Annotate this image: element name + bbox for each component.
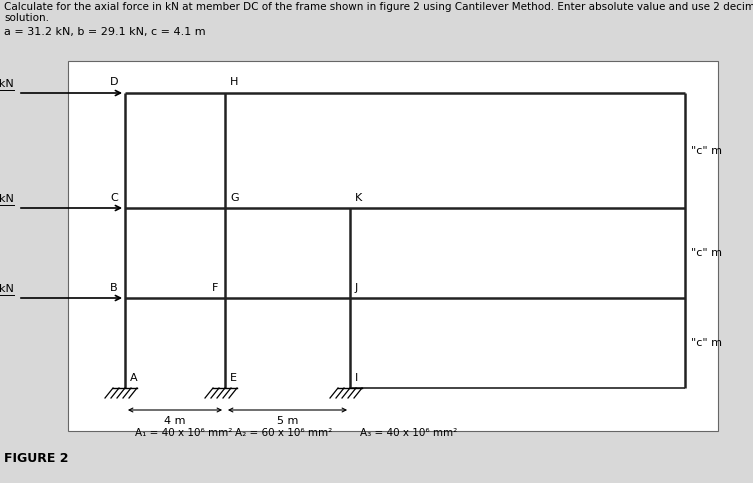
Text: Calculate for the axial force in kN at member DC of the frame shown in figure 2 : Calculate for the axial force in kN at m… (4, 2, 753, 12)
Text: A₁ = 40 x 10⁶ mm²: A₁ = 40 x 10⁶ mm² (135, 428, 233, 438)
Text: C: C (110, 193, 118, 203)
Text: K: K (355, 193, 362, 203)
Text: "b" kN: "b" kN (0, 194, 14, 204)
Text: FIGURE 2: FIGURE 2 (4, 452, 69, 465)
Text: D: D (109, 77, 118, 87)
Text: A₃ = 40 x 10⁶ mm²: A₃ = 40 x 10⁶ mm² (360, 428, 457, 438)
Text: "c" m: "c" m (691, 248, 722, 258)
Text: "c" m: "c" m (691, 338, 722, 348)
Text: "c" m: "c" m (691, 145, 722, 156)
Text: solution.: solution. (4, 13, 49, 23)
Text: H: H (230, 77, 239, 87)
Text: A₂ = 60 x 10⁶ mm²: A₂ = 60 x 10⁶ mm² (235, 428, 332, 438)
Text: B: B (111, 283, 118, 293)
Text: G: G (230, 193, 239, 203)
Text: 5 m: 5 m (277, 416, 298, 426)
Text: F: F (212, 283, 218, 293)
Text: "b" kN: "b" kN (0, 284, 14, 294)
Text: J: J (355, 283, 358, 293)
Text: "a" kN: "a" kN (0, 79, 14, 89)
Text: I: I (355, 373, 358, 383)
Text: 4 m: 4 m (164, 416, 186, 426)
Text: A: A (130, 373, 138, 383)
Bar (68, 61, 718, 431)
Text: E: E (230, 373, 237, 383)
Text: a = 31.2 kN, b = 29.1 kN, c = 4.1 m: a = 31.2 kN, b = 29.1 kN, c = 4.1 m (4, 27, 206, 37)
